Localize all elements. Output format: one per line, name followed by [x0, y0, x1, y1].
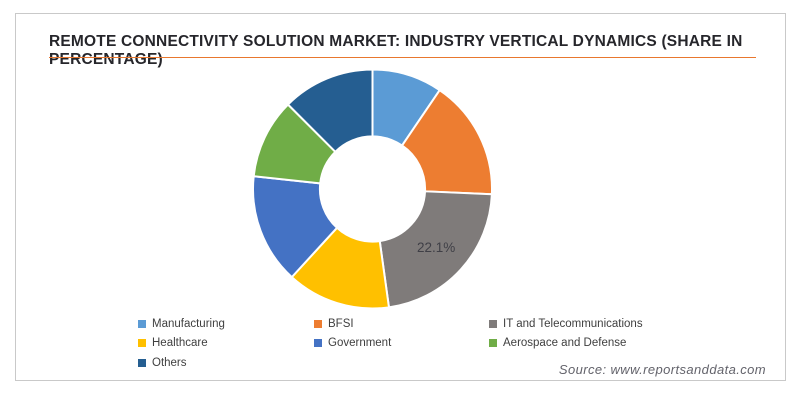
legend-item-it-and-telecommunications: IT and Telecommunications — [489, 318, 643, 330]
legend-item-aerospace-and-defense: Aerospace and Defense — [489, 337, 643, 349]
legend-swatch-others — [138, 358, 146, 367]
pie-slice-bfsi — [401, 89, 493, 196]
legend-swatch-it-and-telecommunications — [489, 319, 497, 328]
title-underline — [49, 57, 756, 58]
legend-label: BFSI — [328, 317, 354, 330]
legend-item-bfsi: BFSI — [314, 318, 489, 330]
legend-label: Healthcare — [152, 337, 208, 350]
legend-label: Others — [152, 356, 187, 369]
legend-label: IT and Telecommunications — [503, 317, 643, 330]
legend-swatch-healthcare — [138, 339, 146, 348]
pie-slice-others — [287, 68, 374, 153]
data-label-it-and-telecommunications: 22.1% — [417, 240, 455, 255]
chart-legend: Manufacturing BFSI IT and Telecommunicatio… — [138, 314, 643, 373]
legend-swatch-bfsi — [314, 319, 322, 328]
legend-item-manufacturing: Manufacturing — [138, 318, 314, 330]
pie-slice-it-and-telecommunications — [378, 190, 493, 309]
source-credit: Source: www.reportsanddata.com — [558, 362, 766, 377]
legend-item-healthcare: Healthcare — [138, 337, 314, 349]
legend-swatch-government — [314, 339, 322, 348]
legend-swatch-aerospace-and-defense — [489, 339, 497, 348]
page-title: REMOTE CONNECTIVITY SOLUTION MARKET: IND… — [49, 33, 743, 68]
legend-item-others: Others — [138, 357, 314, 369]
legend-label: Government — [328, 337, 392, 350]
legend-label: Aerospace and Defense — [503, 337, 627, 350]
legend-label: Manufacturing — [152, 317, 225, 330]
legend-swatch-manufacturing — [138, 319, 146, 328]
legend-item-government: Government — [314, 337, 489, 349]
